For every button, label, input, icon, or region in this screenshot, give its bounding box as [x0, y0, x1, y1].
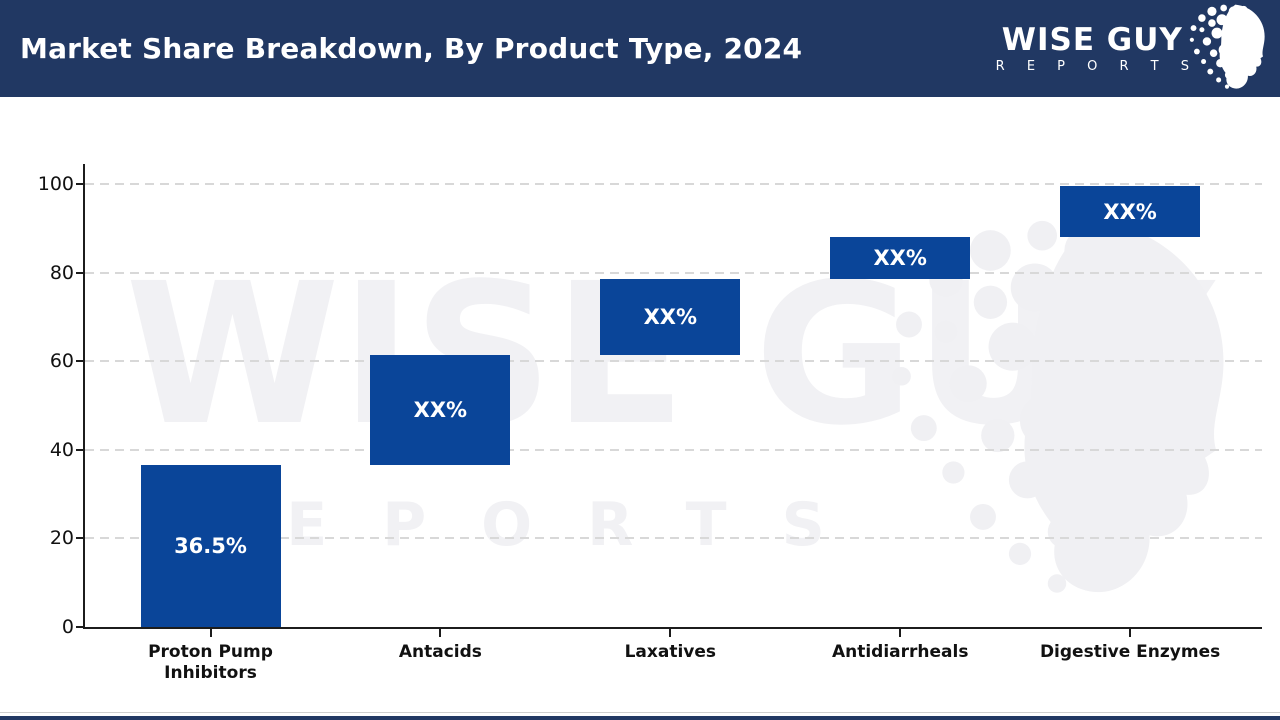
- x-axis-category-label: Antacids: [398, 642, 482, 662]
- y-axis-tick: [76, 537, 85, 540]
- x-axis-tick: [669, 629, 672, 637]
- bar-value-label: XX%: [873, 246, 927, 271]
- y-axis-tick: [76, 360, 85, 363]
- x-axis-spine: [83, 627, 1262, 629]
- y-axis-tick: [76, 626, 85, 628]
- header: Market Share Breakdown, By Product Type,…: [0, 0, 1280, 97]
- gridline: [85, 448, 1262, 451]
- brand-logo-text: WISE GUY R E P O R T S: [987, 24, 1198, 74]
- footer-accent-strip: [0, 716, 1280, 720]
- chart-title: Market Share Breakdown, By Product Type,…: [20, 32, 803, 65]
- y-axis-tick-label: 80: [49, 261, 74, 284]
- y-axis-tick: [76, 182, 85, 185]
- x-axis-tick: [439, 629, 442, 637]
- y-axis-tick-label: 0: [61, 616, 74, 638]
- bar-laxatives: XX%: [600, 279, 741, 355]
- chart-area: WISE GUY REPORTS 0 20 40 60 80 100 36.5% Proton…: [0, 97, 1280, 712]
- bar-antidiarrheals: XX%: [830, 237, 971, 280]
- bar-value-label: XX%: [643, 304, 698, 329]
- x-axis-tick: [899, 629, 902, 637]
- bar-value-label: XX%: [1103, 199, 1157, 224]
- x-axis-tick: [209, 629, 212, 637]
- bar-value-label: 36.5%: [174, 534, 247, 559]
- gridline: [85, 537, 1262, 540]
- y-axis-tick-label: 60: [49, 350, 74, 373]
- watermark-text-line2: REPORTS: [185, 490, 880, 560]
- face-dots-logo-icon: [1184, 3, 1270, 95]
- bar-proton-pump-inhibitors: 36.5%: [140, 465, 281, 627]
- y-axis-tick-label: 100: [37, 172, 74, 195]
- y-axis-tick: [76, 448, 85, 451]
- x-axis-category-label: Antidiarrheals: [831, 642, 969, 662]
- y-axis-tick-label: 20: [49, 527, 74, 550]
- gridline: [85, 182, 1262, 185]
- bar-antacids: XX%: [370, 354, 511, 466]
- brand-logo: WISE GUY R E P O R T S: [987, 4, 1270, 94]
- y-axis-spine: [83, 164, 85, 629]
- gridline: [85, 271, 1262, 274]
- brand-subtitle: R E P O R T S: [995, 58, 1198, 74]
- x-axis-category-label: Proton Pump Inhibitors: [148, 642, 273, 684]
- gridline: [85, 360, 1262, 363]
- bar-digestive-enzymes: XX%: [1060, 186, 1201, 238]
- bar-value-label: XX%: [413, 397, 468, 422]
- x-axis-category-label: Laxatives: [624, 642, 717, 662]
- footer-hairline: [0, 712, 1280, 713]
- y-axis-tick-label: 40: [49, 438, 74, 461]
- x-axis-category-label: Digestive Enzymes: [1039, 642, 1221, 662]
- brand-name: WISE GUY: [1001, 22, 1183, 59]
- y-axis-tick: [76, 271, 85, 274]
- x-axis-tick: [1129, 629, 1132, 637]
